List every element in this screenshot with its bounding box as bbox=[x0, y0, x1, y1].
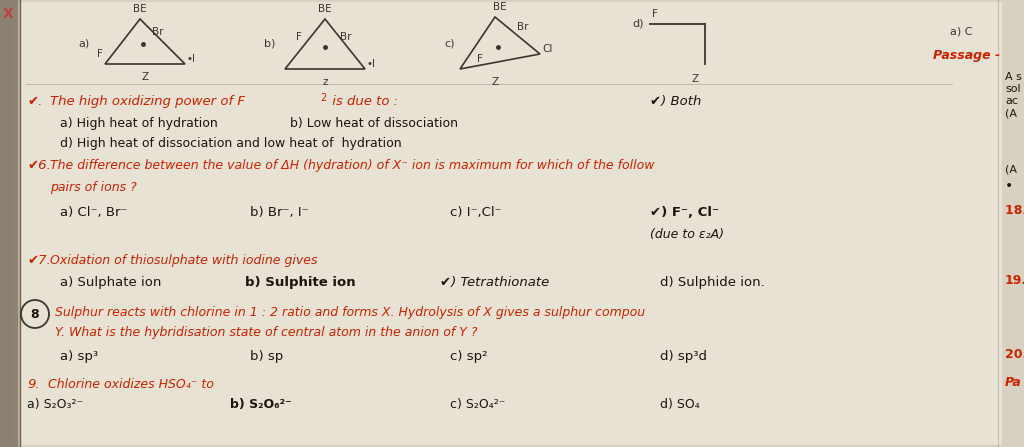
Text: a): a) bbox=[79, 39, 90, 49]
Text: 8: 8 bbox=[31, 308, 39, 320]
Text: Br: Br bbox=[152, 27, 164, 37]
Text: F: F bbox=[477, 54, 483, 64]
Text: Pa: Pa bbox=[1005, 376, 1022, 389]
Text: ✔) F⁻, Cl⁻: ✔) F⁻, Cl⁻ bbox=[650, 206, 719, 219]
Text: d) SO₄: d) SO₄ bbox=[660, 398, 699, 411]
Text: Br: Br bbox=[517, 22, 528, 32]
Text: •I: •I bbox=[367, 59, 376, 69]
Text: BE: BE bbox=[318, 4, 332, 14]
Text: c): c) bbox=[444, 39, 455, 49]
Text: sol: sol bbox=[1005, 84, 1021, 94]
Text: c) S₂O₄²⁻: c) S₂O₄²⁻ bbox=[450, 398, 506, 411]
Text: b) Low heat of dissociation: b) Low heat of dissociation bbox=[290, 117, 458, 130]
Text: Z: Z bbox=[492, 77, 499, 87]
Text: a) High heat of hydration: a) High heat of hydration bbox=[60, 117, 218, 130]
Text: b) Br⁻, I⁻: b) Br⁻, I⁻ bbox=[250, 206, 308, 219]
Text: A s: A s bbox=[1005, 72, 1022, 82]
Text: Br: Br bbox=[340, 32, 351, 42]
Text: a) sp³: a) sp³ bbox=[60, 350, 98, 363]
Text: 18. T: 18. T bbox=[1005, 204, 1024, 217]
Text: ✔) Both: ✔) Both bbox=[650, 95, 701, 108]
Text: F: F bbox=[296, 32, 302, 42]
Text: 20.: 20. bbox=[1005, 348, 1024, 361]
Text: Chlorine oxidizes HSO₄⁻ to: Chlorine oxidizes HSO₄⁻ to bbox=[48, 378, 214, 391]
Text: d) High heat of dissociation and low heat of  hydration: d) High heat of dissociation and low hea… bbox=[60, 137, 401, 150]
Text: is due to :: is due to : bbox=[328, 95, 398, 108]
Text: d) sp³d: d) sp³d bbox=[660, 350, 707, 363]
Text: b) sp: b) sp bbox=[250, 350, 284, 363]
Text: Oxidation of thiosulphate with iodine gives: Oxidation of thiosulphate with iodine gi… bbox=[50, 254, 317, 267]
Text: ac: ac bbox=[1005, 96, 1018, 106]
Text: ✔7.: ✔7. bbox=[27, 254, 51, 267]
Text: (due to ε₂A): (due to ε₂A) bbox=[650, 228, 724, 241]
Text: Passage -: Passage - bbox=[933, 49, 1000, 62]
Text: d) Sulphide ion.: d) Sulphide ion. bbox=[660, 276, 765, 289]
Text: a) S₂O₃²⁻: a) S₂O₃²⁻ bbox=[27, 398, 83, 411]
Text: BE: BE bbox=[133, 4, 146, 14]
Text: Cl: Cl bbox=[542, 44, 552, 54]
Text: z: z bbox=[323, 77, 328, 87]
Text: The high oxidizing power of F: The high oxidizing power of F bbox=[50, 95, 245, 108]
Text: Sulphur reacts with chlorine in 1 : 2 ratio and forms X. Hydrolysis of X gives a: Sulphur reacts with chlorine in 1 : 2 ra… bbox=[55, 306, 645, 319]
Text: X: X bbox=[3, 7, 13, 21]
Text: (A: (A bbox=[1005, 108, 1017, 118]
Text: (A: (A bbox=[1005, 164, 1017, 174]
FancyBboxPatch shape bbox=[12, 2, 1002, 445]
Text: a) C: a) C bbox=[950, 27, 973, 37]
Text: Z: Z bbox=[141, 72, 148, 82]
Text: BE: BE bbox=[494, 2, 507, 12]
Text: pairs of ions ?: pairs of ions ? bbox=[50, 181, 137, 194]
Text: 2: 2 bbox=[319, 93, 327, 103]
Text: F: F bbox=[97, 49, 103, 59]
Text: 19.: 19. bbox=[1005, 274, 1024, 287]
Text: 9.: 9. bbox=[27, 378, 40, 391]
Text: Z: Z bbox=[691, 74, 698, 84]
Text: d): d) bbox=[632, 19, 643, 29]
Text: ✔6.: ✔6. bbox=[27, 159, 51, 172]
Text: ✔.: ✔. bbox=[27, 95, 42, 108]
Text: c) sp²: c) sp² bbox=[450, 350, 487, 363]
Text: F: F bbox=[652, 9, 658, 19]
Text: b) Sulphite ion: b) Sulphite ion bbox=[245, 276, 355, 289]
Text: ✔) Tetrathionate: ✔) Tetrathionate bbox=[440, 276, 549, 289]
Bar bbox=[0, 0, 18, 447]
Bar bbox=[0, 0, 20, 447]
Text: b) S₂O₆²⁻: b) S₂O₆²⁻ bbox=[230, 398, 292, 411]
Text: Y. What is the hybridisation state of central atom in the anion of Y ?: Y. What is the hybridisation state of ce… bbox=[55, 326, 477, 339]
Text: a) Cl⁻, Br⁻: a) Cl⁻, Br⁻ bbox=[60, 206, 128, 219]
Text: The difference between the value of ΔH (hydration) of X⁻ ion is maximum for whic: The difference between the value of ΔH (… bbox=[50, 159, 654, 172]
Text: c) I⁻,Cl⁻: c) I⁻,Cl⁻ bbox=[450, 206, 502, 219]
Text: •I: •I bbox=[187, 54, 196, 64]
Text: b): b) bbox=[263, 39, 275, 49]
Text: •: • bbox=[1005, 179, 1014, 193]
Text: a) Sulphate ion: a) Sulphate ion bbox=[60, 276, 162, 289]
